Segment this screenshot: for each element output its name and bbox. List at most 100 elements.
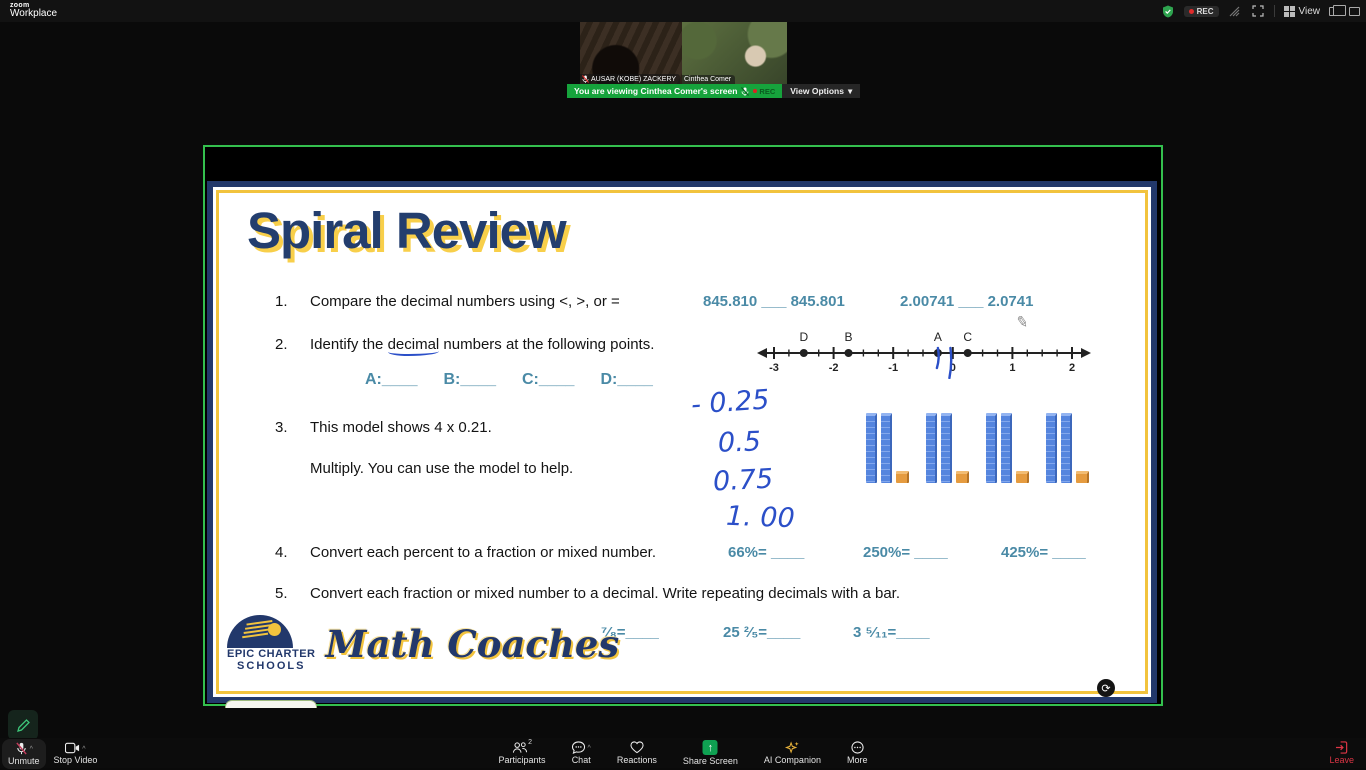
q5-item-2: 25 ²⁄₅=____ [723, 624, 800, 641]
reactions-button[interactable]: Reactions [611, 738, 663, 768]
more-label: More [847, 755, 868, 765]
q1-text: Compare the decimal numbers using <, >, … [310, 293, 620, 310]
handwriting-2: 0.5 [717, 426, 761, 458]
view-grid-icon [1284, 6, 1295, 17]
logo-line1: EPIC CHARTER [227, 648, 316, 660]
brand-workplace: Workplace [10, 9, 57, 20]
blank-a: A:____ [365, 371, 417, 389]
handwriting-4: 1. 00 [725, 501, 795, 534]
sync-button[interactable]: ⟳ [1097, 679, 1115, 697]
participant-video-1[interactable]: AUSAR (KOBE) ZACKERY [580, 22, 682, 84]
q4-text: Convert each percent to a fraction or mi… [310, 544, 656, 561]
ai-companion-label: AI Companion [764, 755, 821, 765]
q5-number: 5. [275, 585, 288, 602]
app-titlebar: zoom Workplace REC View [0, 0, 1366, 22]
epic-charter-logo: EPIC CHARTER SCHOOLS Math Coaches [227, 615, 619, 672]
participant-video-2[interactable]: Cinthea Comer [682, 22, 787, 84]
fullscreen-icon[interactable] [1251, 4, 1265, 18]
block-group [866, 413, 909, 483]
meeting-toolbar: ^ Unmute ^ Stop Video 2 Participants ^ [0, 738, 1366, 768]
svg-text:D: D [799, 330, 808, 344]
heart-icon [629, 741, 644, 754]
q1-compare-pair-1: 845.810 ___ 845.801 [703, 293, 845, 310]
handwriting-3: 0.75 [712, 463, 774, 497]
leave-button[interactable]: Leave [1323, 738, 1360, 768]
worksheet-slide: Spiral Review 1. Compare the decimal num… [207, 181, 1157, 703]
view-label: View [1299, 6, 1321, 17]
more-ellipsis-icon [850, 741, 864, 754]
restore-window-icon[interactable] [1329, 7, 1340, 16]
unit-cube [956, 471, 969, 483]
q4-item-3: 425%= ____ [1001, 544, 1086, 561]
unmute-button[interactable]: ^ Unmute [2, 739, 46, 769]
rec-dot-icon [1189, 9, 1194, 14]
more-button[interactable]: More [841, 738, 874, 768]
math-coaches-script: Math Coaches [326, 622, 620, 672]
unit-cube [1076, 471, 1089, 483]
participant-nametag: Cinthea Comer [682, 75, 735, 84]
unmute-label: Unmute [8, 756, 40, 766]
q1-number: 1. [275, 293, 288, 310]
block-group [926, 413, 969, 483]
chat-caret-icon[interactable]: ^ [588, 745, 591, 752]
q4-item-2: 250%= ____ [863, 544, 948, 561]
view-button[interactable]: View [1284, 6, 1321, 17]
share-screen-button[interactable]: ↑ Share Screen [677, 738, 744, 768]
annotate-button[interactable] [8, 710, 38, 740]
topbar-divider [1274, 5, 1275, 17]
viewing-text: You are viewing Cinthea Comer's screen [574, 86, 737, 96]
unit-cube [896, 471, 909, 483]
blank-b: B:____ [443, 371, 495, 389]
shared-screen-region: Spiral Review 1. Compare the decimal num… [203, 145, 1163, 706]
view-options-button[interactable]: View Options ▾ [782, 84, 860, 98]
block-group [986, 413, 1029, 483]
participant-nametag: AUSAR (KOBE) ZACKERY [580, 74, 680, 84]
chevron-down-icon: ▾ [848, 86, 852, 97]
next-slide-peek [225, 700, 317, 708]
q2-text: Identify the decimal numbers at the foll… [310, 336, 654, 353]
minimize-window-icon[interactable] [1349, 7, 1360, 16]
tens-rod [1046, 413, 1057, 483]
participants-count-badge: 2 [528, 739, 532, 746]
share-screen-label: Share Screen [683, 756, 738, 766]
q3-text-line1: This model shows 4 x 0.21. [310, 419, 492, 436]
q2-number: 2. [275, 336, 288, 353]
banner-mic-muted-icon [741, 87, 749, 96]
tens-rod [926, 413, 937, 483]
ai-companion-button[interactable]: AI Companion [758, 738, 827, 768]
blank-c: C:____ [522, 371, 574, 389]
participants-icon [512, 741, 527, 754]
tens-rod [941, 413, 952, 483]
q1-compare-pair-2: 2.00741 ___ 2.0741 [900, 293, 1033, 310]
tens-rod [881, 413, 892, 483]
svg-text:2: 2 [1069, 362, 1075, 374]
stop-video-label: Stop Video [54, 755, 98, 765]
svg-text:A: A [934, 330, 942, 344]
q5-item-3: 3 ⁵⁄₁₁=____ [853, 624, 930, 641]
base-ten-blocks [866, 413, 1106, 483]
q5-text: Convert each fraction or mixed number to… [310, 585, 900, 602]
participants-label: Participants [499, 755, 546, 765]
signal-icon [1228, 4, 1242, 18]
q4-item-1: 66%= ____ [728, 544, 804, 561]
stop-video-caret-icon[interactable]: ^ [82, 746, 85, 753]
q3-number: 3. [275, 419, 288, 436]
participants-button[interactable]: 2 Participants [493, 738, 552, 768]
chat-icon [572, 741, 586, 754]
stop-video-button[interactable]: ^ Stop Video [48, 738, 104, 768]
participant-name: AUSAR (KOBE) ZACKERY [591, 76, 676, 83]
q2-answer-blanks: A:____ B:____ C:____ D:____ [365, 371, 653, 389]
q3-text-line2: Multiply. You can use the model to help. [310, 460, 573, 477]
svg-text:-2: -2 [829, 362, 839, 374]
slide-title: Spiral Review [247, 201, 566, 260]
leave-icon [1335, 741, 1349, 754]
rec-label: REC [1197, 7, 1214, 16]
chat-button[interactable]: ^ Chat [566, 738, 597, 768]
ai-sparkle-icon [785, 741, 800, 754]
svg-text:1: 1 [1009, 362, 1015, 374]
participant-name: Cinthea Comer [684, 76, 731, 83]
banner-rec-indicator: REC [753, 87, 775, 96]
logo-line2: SCHOOLS [227, 660, 316, 672]
unmute-caret-icon[interactable]: ^ [30, 746, 33, 753]
recording-indicator[interactable]: REC [1184, 6, 1219, 17]
